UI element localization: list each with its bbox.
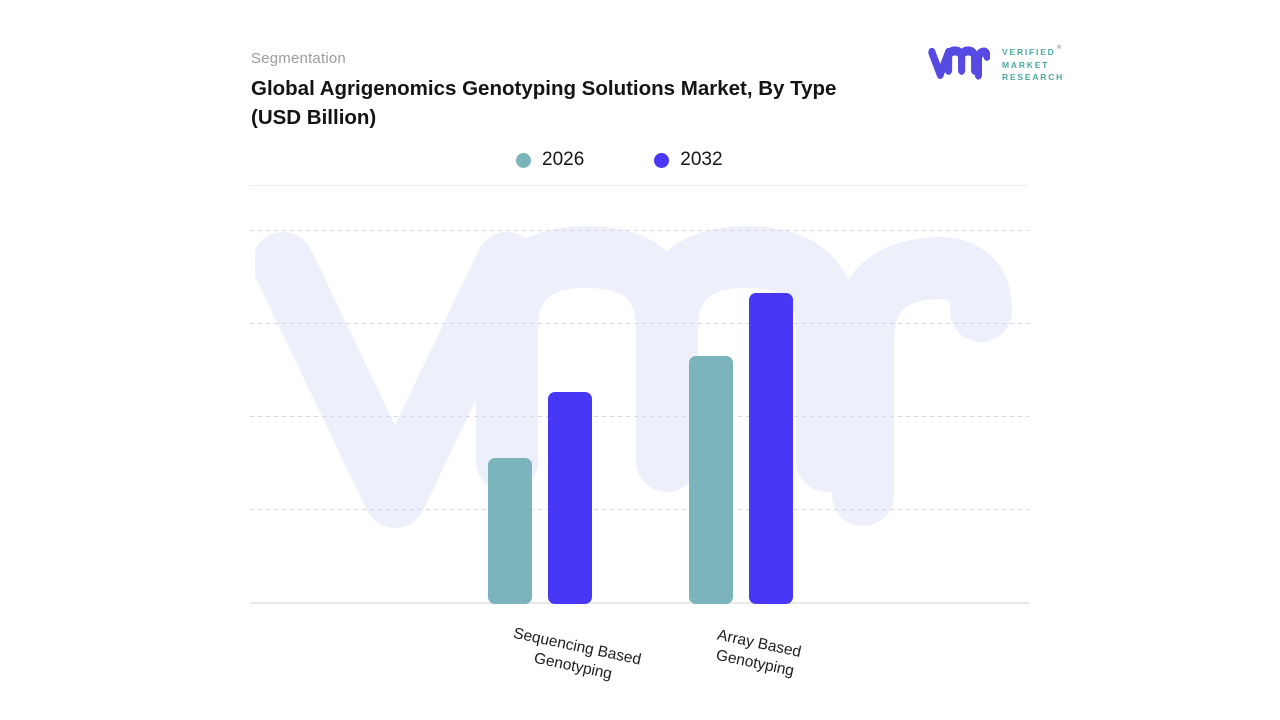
x-axis-label-line: Sequencing Based <box>511 624 643 669</box>
x-axis-label-array-based-genotyping: Array Based Genotyping <box>711 626 803 683</box>
logo-line-research: RESEARCH <box>1002 72 1065 82</box>
bar-2032-array-based-genotyping <box>748 293 793 604</box>
gridline <box>250 509 1029 510</box>
legend-dot <box>516 152 531 168</box>
legend-dot <box>654 152 670 168</box>
gridline <box>250 323 1029 324</box>
logo-line-market: MARKET <box>1002 59 1050 70</box>
legend-item-2032: 2032 <box>654 149 723 171</box>
x-axis-baseline <box>250 602 1029 604</box>
section-eyebrow: Segmentation <box>251 50 346 67</box>
plot-area <box>250 225 1029 604</box>
vmr-logo-text: VERIFIED® MARKET RESEARCH <box>1002 42 1064 84</box>
x-axis-label-line: Genotyping <box>714 646 796 680</box>
page-title: Global Agrigenomics Genotyping Solutions… <box>251 74 971 132</box>
bar-2026-sequencing-based-genotyping <box>487 458 532 604</box>
legend-label: 2026 <box>542 149 585 170</box>
bar-2032-sequencing-based-genotyping <box>547 392 592 604</box>
page-title-line2: (USD Billion) <box>251 106 377 129</box>
x-axis-label-sequencing-based-genotyping: Sequencing Based Genotyping <box>507 624 643 690</box>
x-axis-label-line: Genotyping <box>532 649 614 683</box>
page-title-line1: Global Agrigenomics Genotyping Solutions… <box>251 77 837 100</box>
chart-legend: 2026 2032 <box>516 149 723 171</box>
legend-divider <box>250 185 1028 186</box>
gridline <box>250 416 1029 417</box>
gridline <box>250 230 1029 231</box>
legend-item-2026: 2026 <box>516 149 584 171</box>
vmr-logo-icon <box>928 46 990 80</box>
legend-label: 2032 <box>680 149 723 170</box>
vmr-logo: VERIFIED® MARKET RESEARCH <box>928 42 1064 84</box>
registered-mark: ® <box>1056 44 1062 51</box>
logo-line-verified: VERIFIED® <box>1002 44 1062 57</box>
vmr-watermark-icon <box>255 226 1012 528</box>
x-axis-label-line: Array Based <box>715 626 803 661</box>
bar-2026-array-based-genotyping <box>688 356 733 604</box>
